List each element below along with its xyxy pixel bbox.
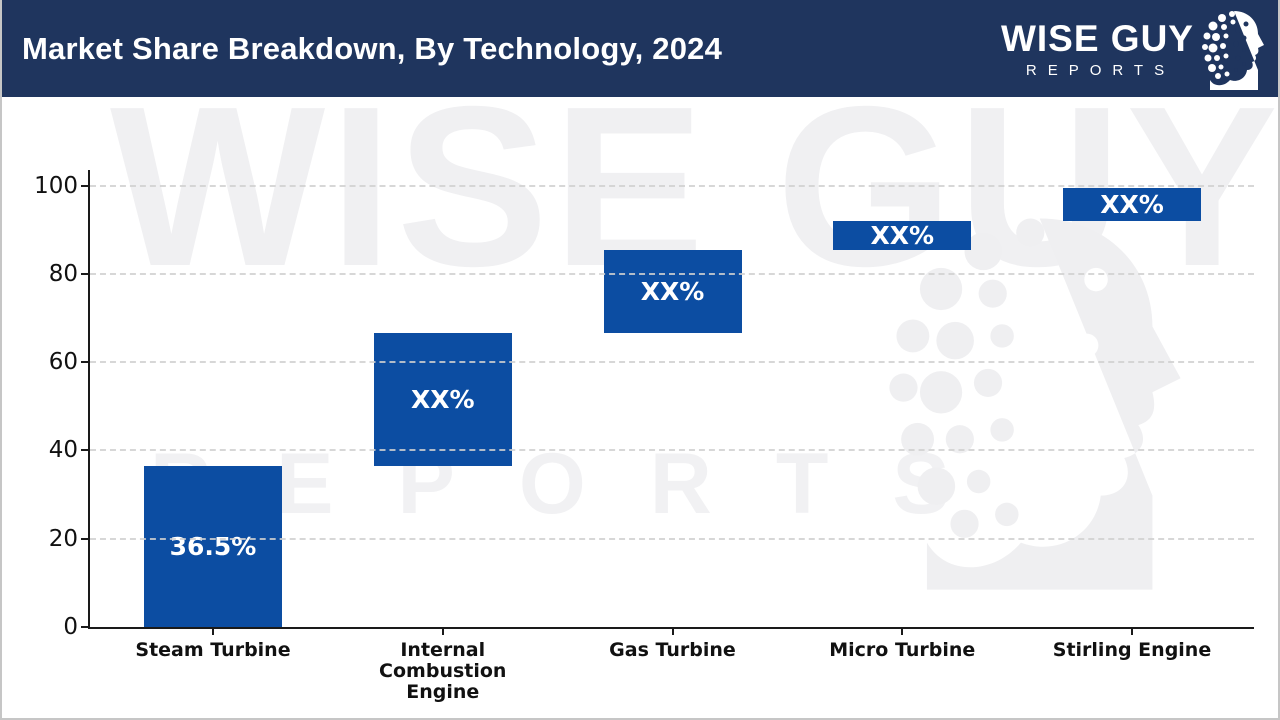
y-tick-80 — [81, 272, 90, 275]
bar-steam-turbine: 36.5% — [144, 465, 282, 627]
bar-value-label: XX% — [1100, 189, 1164, 219]
logo-brand-name: WISE GUY — [1000, 17, 1194, 59]
x-label-steam-turbine: Steam Turbine — [135, 639, 291, 661]
x-label-stirling-engine: Stirling Engine — [1052, 639, 1212, 661]
page-title: Market Share Breakdown, By Technology, 2… — [22, 30, 723, 66]
y-tick-label-100: 100 — [34, 172, 78, 199]
logo-head-icon — [1202, 10, 1264, 90]
y-tick-100 — [81, 184, 90, 187]
y-tick-20 — [81, 537, 90, 540]
gridline-80 — [90, 272, 1254, 275]
x-tick-steam-turbine — [212, 628, 214, 635]
y-tick-label-0: 0 — [63, 614, 78, 640]
bar-internal-combustion-engine: XX% — [373, 333, 512, 466]
gridline-100 — [90, 184, 1254, 187]
y-tick-60 — [81, 361, 90, 364]
x-tick-micro-turbine — [901, 628, 904, 635]
gridline-60 — [90, 361, 1254, 364]
y-tick-0 — [81, 626, 90, 628]
bar-value-label: XX% — [410, 385, 475, 415]
y-tick-label-40: 40 — [48, 437, 78, 464]
bar-gas-turbine: XX% — [603, 249, 742, 334]
x-tick-internal-combustion-engine — [441, 628, 444, 635]
x-tick-stirling-engine — [1131, 628, 1133, 635]
x-tick-gas-turbine — [671, 628, 674, 635]
watermark-text-reports: REPORTS — [150, 436, 1014, 532]
bar-micro-turbine: XX% — [833, 220, 972, 250]
y-tick-label-80: 80 — [48, 260, 78, 287]
wise-guy-logo: WISE GUY REPORTS — [1001, 8, 1266, 90]
gridline-40 — [90, 449, 1254, 452]
x-label-micro-turbine: Micro Turbine — [829, 639, 976, 661]
y-tick-label-60: 60 — [48, 349, 78, 376]
y-axis-spine — [88, 170, 90, 629]
x-label-gas-turbine: Gas Turbine — [609, 639, 736, 661]
bar-value-label: 36.5% — [169, 531, 257, 561]
x-axis-spine — [88, 627, 1254, 629]
logo-brand-subtitle: REPORTS — [1025, 61, 1176, 79]
y-tick-40 — [81, 449, 90, 452]
gridline-20 — [90, 537, 1254, 540]
waterfall-chart: WISE GUY REPORTS 36.5% Steam Turbine XX% In… — [2, 60, 1278, 718]
bar-value-label: XX% — [870, 220, 935, 250]
header-bar: Market Share Breakdown, By Technology, 2… — [2, 0, 1278, 97]
bar-stirling-engine: XX% — [1063, 187, 1201, 221]
logo-wordmark: WISE GUY REPORTS — [1001, 20, 1194, 78]
watermark-head-icon — [889, 218, 1181, 590]
x-label-internal-combustion-engine: Internal Combustion Engine — [379, 639, 507, 703]
y-tick-label-20: 20 — [48, 525, 78, 552]
bar-value-label: XX% — [640, 276, 705, 306]
